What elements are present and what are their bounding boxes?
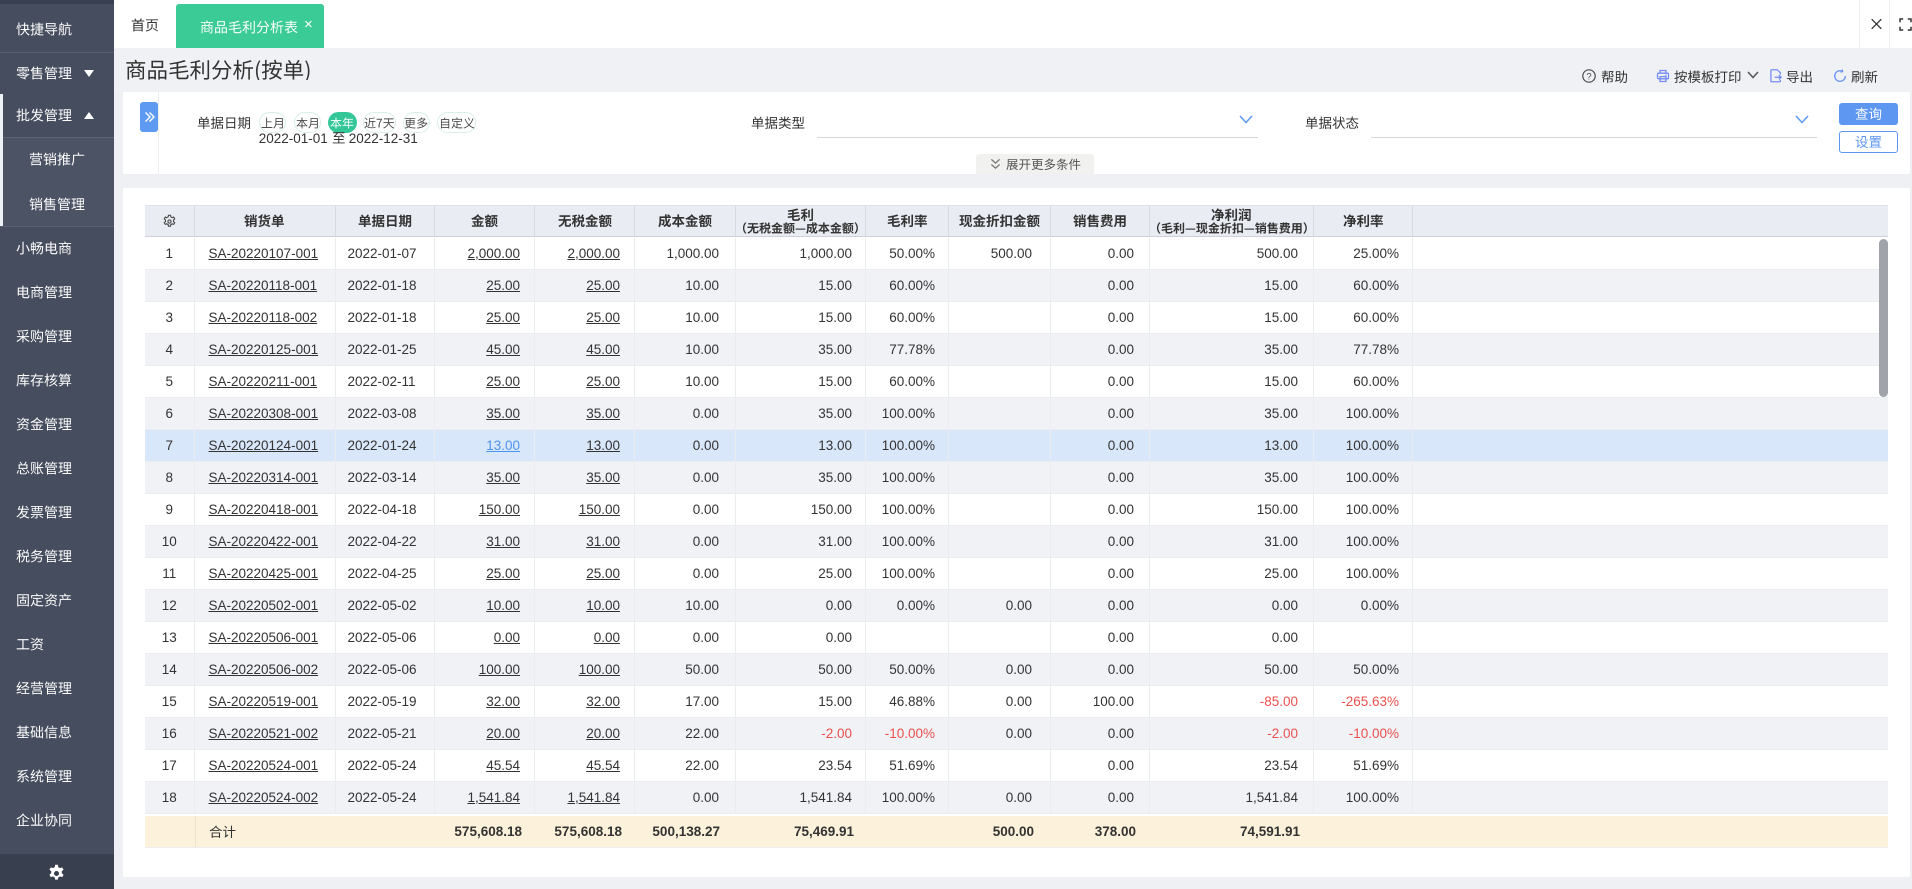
svg-text:?: ? [1586,71,1591,82]
